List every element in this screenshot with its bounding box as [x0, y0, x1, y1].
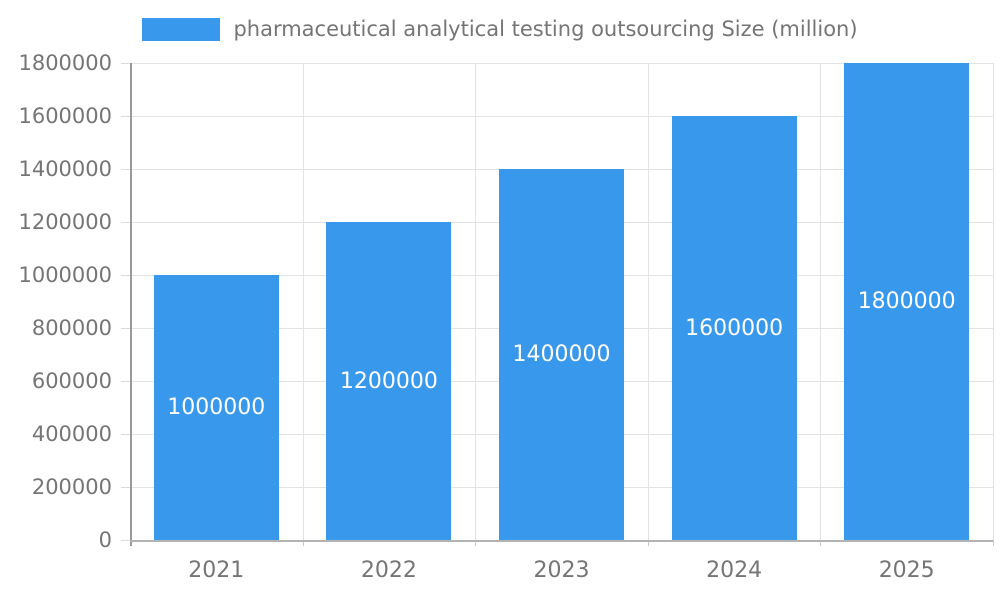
x-tick — [820, 540, 822, 546]
v-gridline — [820, 63, 822, 540]
y-tick — [121, 63, 130, 64]
y-tick — [121, 328, 130, 329]
v-gridline — [302, 63, 304, 540]
bar: 1800000 — [844, 63, 970, 540]
y-tick — [121, 381, 130, 382]
bar-value-label: 1400000 — [512, 342, 611, 367]
bar: 1600000 — [671, 116, 797, 540]
y-tick — [121, 169, 130, 170]
y-axis-label: 1600000 — [18, 104, 112, 128]
bar-value-label: 1800000 — [857, 289, 956, 314]
v-gridline — [993, 63, 994, 540]
legend-swatch — [142, 17, 221, 41]
bar: 1400000 — [499, 169, 624, 540]
h-gridline — [130, 63, 993, 64]
x-axis-label: 2023 — [533, 558, 590, 583]
y-tick — [121, 275, 130, 276]
x-axis-label: 2022 — [360, 558, 417, 583]
x-axis-line — [130, 540, 993, 542]
y-axis-label: 1200000 — [18, 210, 112, 234]
x-tick — [647, 540, 649, 546]
bar-value-label: 1200000 — [339, 368, 438, 394]
y-axis-label: 600000 — [31, 369, 112, 393]
v-gridline — [475, 63, 477, 540]
legend: pharmaceutical analytical testing outsou… — [0, 15, 1000, 43]
legend-label: pharmaceutical analytical testing outsou… — [233, 17, 858, 41]
y-axis-label: 1800000 — [18, 51, 112, 75]
x-tick — [302, 540, 304, 546]
bar-value-label: 1600000 — [685, 315, 784, 341]
y-tick — [121, 116, 130, 117]
x-axis-label: 2025 — [878, 558, 935, 583]
y-axis-label: 1000000 — [18, 263, 112, 287]
y-tick — [121, 487, 130, 488]
x-tick — [475, 540, 477, 546]
bar-value-label: 1000000 — [167, 395, 266, 420]
v-gridline — [647, 63, 649, 540]
h-gridline — [130, 116, 993, 117]
x-axis-label: 2021 — [188, 558, 245, 583]
bar: 1000000 — [153, 275, 279, 540]
y-tick — [121, 540, 130, 541]
x-axis-label: 2024 — [706, 558, 763, 583]
y-axis-label: 200000 — [31, 475, 112, 499]
y-tick — [121, 434, 130, 435]
x-tick — [993, 540, 994, 546]
y-axis-line — [130, 63, 132, 546]
y-axis-label: 1400000 — [18, 157, 112, 181]
y-axis-label: 400000 — [31, 422, 112, 446]
y-axis-label: 800000 — [31, 316, 112, 340]
bar: 1200000 — [326, 222, 452, 540]
y-axis-label: 0 — [98, 528, 112, 552]
y-tick — [121, 222, 130, 223]
